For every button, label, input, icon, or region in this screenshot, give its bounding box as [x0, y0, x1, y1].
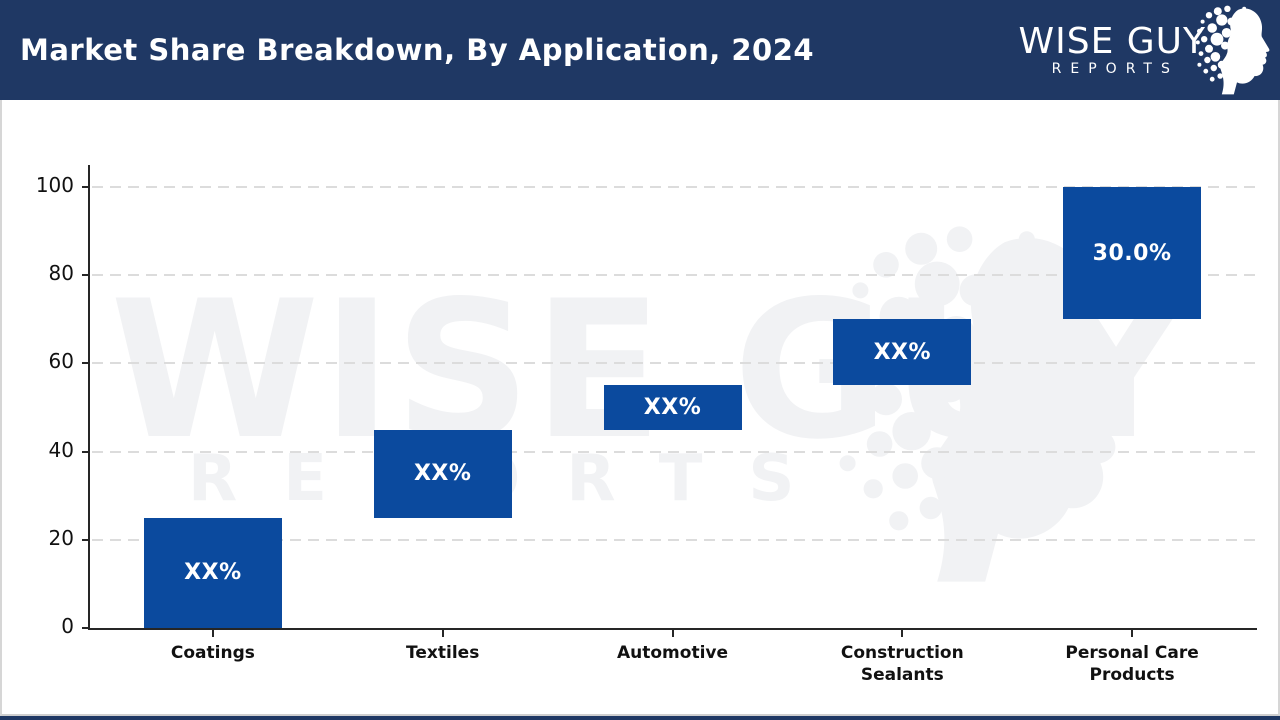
x-axis-line: [88, 628, 1257, 630]
y-tick-label: 20: [48, 525, 74, 550]
x-tick-label: Coatings: [170, 643, 255, 663]
bar-value-label: XX%: [643, 394, 702, 420]
y-axis-line: [88, 165, 90, 630]
y-tick-label: 0: [61, 614, 74, 638]
y-tick-mark: [82, 274, 90, 277]
gridline: [92, 274, 1257, 277]
y-tick-mark: [82, 450, 90, 453]
bar-automotive: XX%: [603, 385, 742, 430]
x-tick-mark: [1131, 630, 1134, 637]
gridline: [92, 362, 1257, 365]
y-tick-mark: [82, 538, 90, 541]
logo-sub-text: REPORTS: [1051, 61, 1179, 78]
x-tick-label: Textiles: [406, 643, 480, 663]
plot-area: 0 20 40 60 80 100 XX% Coatings XX% Textiles XX% Aut…: [2, 100, 1278, 714]
bar-value-label: XX%: [184, 560, 242, 586]
y-tick-mark: [82, 186, 90, 188]
y-tick-mark: [82, 362, 90, 365]
wise-guy-logo-face-icon: [1192, 4, 1274, 96]
x-tick-mark: [211, 630, 214, 637]
y-tick-label: 60: [48, 349, 74, 374]
wise-guy-logo-text: WISE GUY REPORTS: [1018, 20, 1207, 78]
wise-guy-logo: WISE GUY REPORTS: [1019, 4, 1275, 96]
gridline: [92, 186, 1257, 188]
bar-construction-sealants: XX%: [833, 319, 972, 386]
x-tick-mark: [671, 630, 674, 637]
y-tick-label: 80: [48, 261, 74, 286]
bottom-accent-strip: [0, 716, 1280, 720]
page-title: Market Share Breakdown, By Application, …: [20, 33, 815, 67]
bar-textiles: XX%: [373, 429, 512, 518]
x-tick-mark: [901, 630, 904, 637]
bar-value-label: XX%: [413, 461, 472, 487]
y-tick-label: 40: [48, 437, 74, 462]
bar-coatings: XX%: [143, 517, 282, 628]
y-tick-mark: [82, 627, 90, 629]
x-tick-mark: [441, 630, 444, 637]
bar-value-label: XX%: [873, 339, 932, 365]
gridline: [92, 450, 1257, 453]
bar-personal-care-products: 30.0%: [1063, 187, 1202, 320]
x-tick-label: Automotive: [616, 643, 729, 663]
x-tick-label: Construction Sealants: [840, 643, 964, 686]
header-bar: Market Share Breakdown, By Application, …: [0, 0, 1280, 100]
gridline: [92, 538, 1257, 541]
chart-area: WISE GUY REPORTS 0 20 40 60 80 100 XX% Coatings…: [0, 100, 1280, 716]
bar-value-label: 30.0%: [1092, 240, 1172, 266]
logo-brand-text: WISE GUY: [1018, 20, 1206, 62]
y-tick-label: 100: [35, 173, 74, 197]
x-tick-label: Personal Care Products: [1065, 643, 1199, 686]
